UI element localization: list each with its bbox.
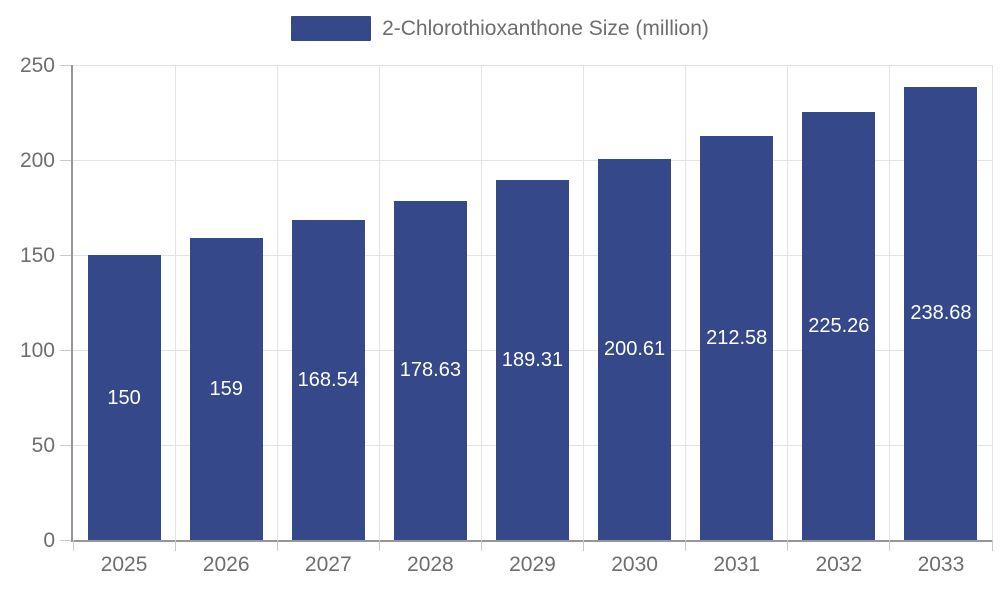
y-axis-tick [60, 254, 71, 256]
legend-label: 2-Chlorothioxanthone Size (million) [382, 17, 709, 40]
v-gridline [174, 65, 176, 540]
bar[interactable] [189, 237, 263, 540]
bar-value-label: 178.63 [399, 359, 461, 382]
bar[interactable] [291, 219, 365, 540]
x-tick-label: 2033 [917, 553, 965, 576]
x-axis-tick [174, 540, 176, 551]
x-axis-tick [685, 540, 687, 551]
x-axis-line [71, 540, 992, 542]
x-tick-label: 2027 [304, 553, 352, 576]
y-tick-label: 150 [19, 243, 55, 267]
bar-value-label: 200.61 [604, 338, 666, 361]
v-gridline [276, 65, 278, 540]
x-axis-tick [583, 540, 585, 551]
x-tick-label: 2030 [611, 553, 658, 576]
v-gridline [480, 65, 482, 540]
h-gridline [73, 64, 992, 66]
bar[interactable] [598, 158, 672, 540]
h-gridline [73, 159, 992, 161]
y-tick-label: 250 [19, 53, 55, 77]
x-axis-tick [480, 540, 482, 551]
bar[interactable] [904, 86, 978, 540]
legend[interactable]: 2-Chlorothioxanthone Size (million) [0, 16, 1000, 41]
y-axis-tick [60, 64, 71, 66]
y-axis-tick [60, 444, 71, 446]
x-axis-tick [889, 540, 891, 551]
v-gridline [378, 65, 380, 540]
bar-value-label: 212.58 [706, 327, 768, 350]
bar[interactable] [802, 112, 876, 540]
v-gridline [583, 65, 585, 540]
x-axis-tick [378, 540, 380, 551]
v-gridline [889, 65, 891, 540]
x-tick-label: 2031 [713, 553, 761, 576]
x-axis-tick [991, 540, 993, 551]
bar[interactable] [393, 200, 467, 540]
v-gridline [787, 65, 789, 540]
bar[interactable] [495, 180, 569, 540]
y-tick-label: 200 [19, 148, 55, 172]
x-tick-label: 2025 [100, 553, 148, 576]
x-tick-label: 2028 [407, 553, 454, 576]
y-tick-label: 50 [31, 433, 55, 457]
bar[interactable] [87, 255, 161, 540]
x-axis-tick [276, 540, 278, 551]
y-axis-line [71, 65, 73, 540]
bar-value-label: 189.31 [501, 349, 564, 372]
y-axis-tick [60, 159, 71, 161]
y-axis-tick [60, 349, 71, 351]
v-gridline [685, 65, 687, 540]
y-tick-label: 100 [19, 338, 55, 362]
plot-area: 150 2025 159 2026 168.54 2027 178.63 2028 189.31… [60, 64, 993, 576]
x-tick-label: 2032 [815, 553, 863, 576]
legend-swatch [291, 16, 372, 41]
x-tick-label: 2029 [509, 553, 556, 576]
bar-value-label: 150 [107, 386, 141, 409]
bar-value-label: 159 [209, 377, 243, 400]
y-tick-label: 0 [43, 528, 55, 552]
v-gridline [991, 65, 993, 540]
y-axis-tick [60, 539, 71, 541]
x-tick-label: 2026 [202, 553, 250, 576]
bar-value-label: 225.26 [808, 315, 870, 337]
bar-value-label: 168.54 [297, 368, 359, 391]
x-axis-tick [72, 540, 74, 551]
bar[interactable] [700, 136, 774, 540]
x-axis-tick [787, 540, 789, 551]
bar-value-label: 238.68 [910, 302, 972, 325]
